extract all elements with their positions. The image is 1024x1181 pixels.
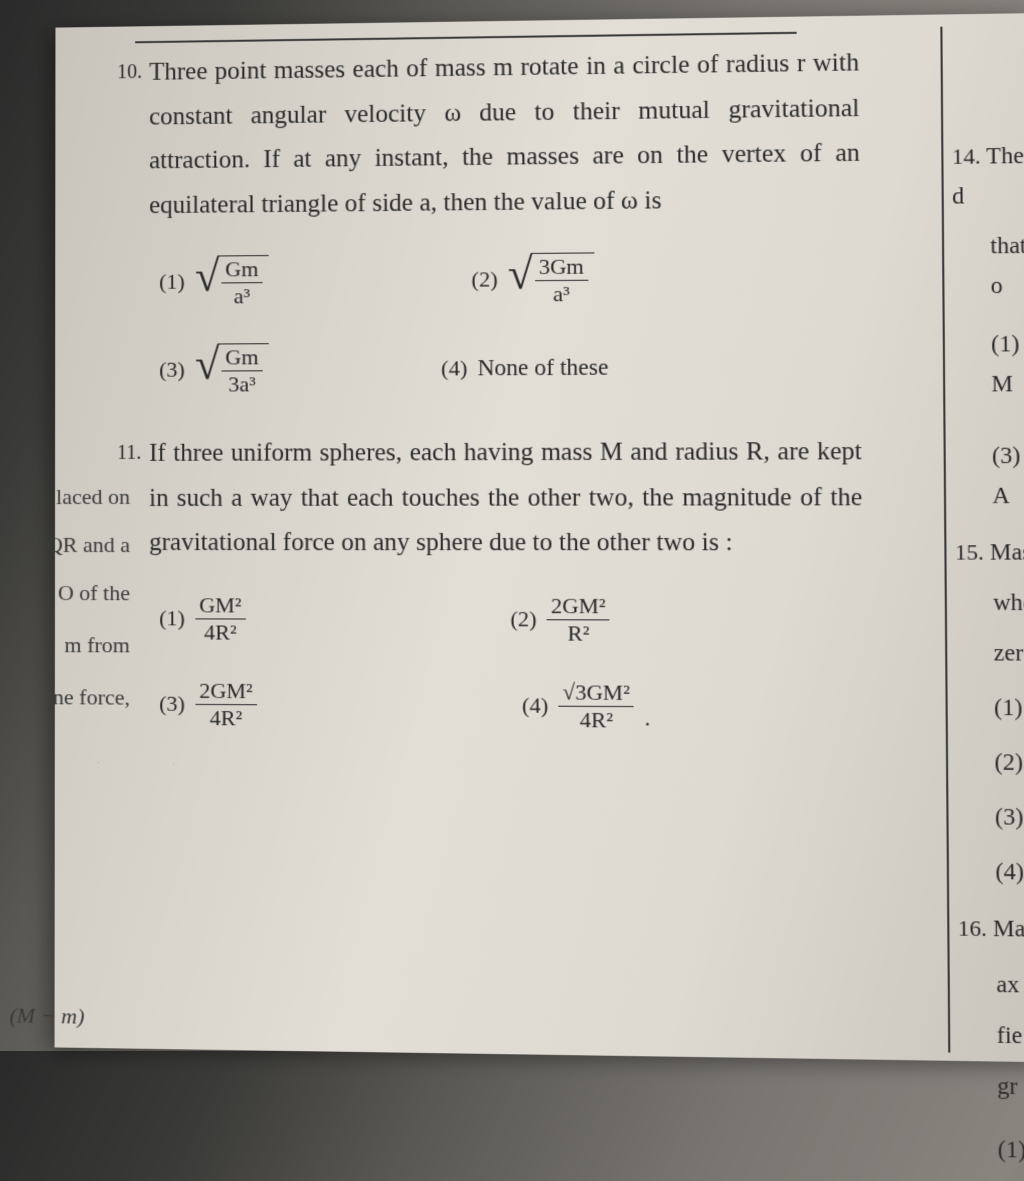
partial-text: Ma [993,916,1024,942]
opt-suffix: . [644,705,650,732]
sqrt-expr: √ Gm 3a³ [195,343,269,395]
numerator: √3GM² [559,681,635,707]
q11-options-row2: (3) 2GM² 4R² (4) √3GM² 4R² . [159,679,864,732]
radical-icon: √ [508,253,533,306]
opt-label: (1) [159,605,185,631]
q10-option-4: (4) None of these [441,354,609,381]
sqrt-expr: √ 3Gm a³ [508,252,594,305]
margin-line: QR and a [0,523,130,567]
denominator: a³ [230,283,255,307]
q11-options-row1: (1) GM² 4R² (2) 2GM² R² [159,594,863,645]
q10-option-1: (1) √ Gm a³ [159,255,268,308]
opt-label: (3) [159,357,185,383]
question-11: 11. If three uniform spheres, each havin… [145,430,863,567]
textbook-page: laced on QR and a O of the m from ne for… [55,13,1024,1062]
q15: 15. Mass [955,532,1024,572]
q10-text: Three point masses each of mass m rotate… [149,49,860,218]
main-content: 10. Three point masses each of mass m ro… [145,41,864,769]
numerator: 3Gm [535,256,588,282]
numerator: 2GM² [547,594,610,620]
margin-line: O of the [0,571,130,615]
q10-options-row2: (3) √ Gm 3a³ (4) None of these [159,340,861,396]
partial-text: (3) A [992,435,1024,515]
left-margin-text: laced on QR and a O of the m from ne for… [0,475,130,724]
top-divider [135,32,797,43]
numerator: Gm [221,346,262,371]
q11-option-1: (1) GM² 4R² [159,594,245,643]
question-10: 10. Three point masses each of mass m ro… [145,41,860,228]
right-column-partial: 14. The d that o (1) M (3) A 15. Mass wh… [952,135,1024,1180]
partial-text: (1) ( [994,687,1024,728]
denominator: 4R² [576,706,618,731]
partial-text: (1) M [991,324,1024,404]
denominator: 4R² [200,619,241,643]
partial-text: that o [990,225,1024,305]
denominator: R² [563,620,593,644]
margin-line: m from [0,623,130,668]
q11-option-4: (4) √3GM² 4R² . [522,681,651,732]
opt-label: (2) [510,606,536,632]
q11-option-2: (2) 2GM² R² [510,594,610,644]
denominator: a³ [549,281,574,305]
partial-text: wher [993,582,1024,622]
margin-line: ne force, [0,675,130,720]
q14: 14. The d [952,135,1024,216]
numerator: Gm [221,258,262,283]
q16-number: 16. [958,915,987,941]
q10-number: 10. [117,55,142,91]
q10-option-3: (3) √ Gm 3a³ [159,343,269,396]
partial-text: ax [996,964,1024,1005]
opt-label: (1) [159,269,185,295]
opt-label: (4) [441,355,467,381]
q10-option-2: (2) √ 3Gm a³ [471,252,594,305]
partial-text: Mass [990,539,1024,565]
bottom-left-expr: (M − m) [9,1002,84,1029]
denominator: 3a³ [224,371,260,395]
q15-number: 15. [955,539,984,565]
q11-text: If three uniform spheres, each having ma… [149,438,862,557]
column-divider [940,27,950,1053]
partial-text: (2) ( [994,742,1024,783]
margin-line: laced on [0,475,130,519]
opt-label: (2) [471,266,497,292]
radical-icon: √ [195,255,219,307]
partial-text: (1) [998,1129,1024,1171]
opt-text: None of these [477,354,608,381]
partial-text: (3) [995,797,1024,838]
q14-number: 14. [952,143,981,169]
sqrt-expr: √ Gm a³ [195,255,269,308]
partial-text: zero [993,633,1024,673]
partial-text: fie [997,1014,1024,1055]
opt-label: (4) [522,692,548,719]
denominator: 4R² [206,704,247,728]
q16: 16. Ma [958,908,1024,949]
q11-option-3: (3) 2GM² 4R² [159,679,257,729]
radical-icon: √ [195,343,219,395]
numerator: GM² [195,594,246,619]
opt-label: (3) [159,691,185,717]
q10-options-row1: (1) √ Gm a³ (2) √ [159,250,861,308]
partial-text: (4) [995,852,1024,893]
q11-number: 11. [117,436,141,472]
partial-text: gr [997,1065,1024,1106]
numerator: 2GM² [195,679,257,704]
